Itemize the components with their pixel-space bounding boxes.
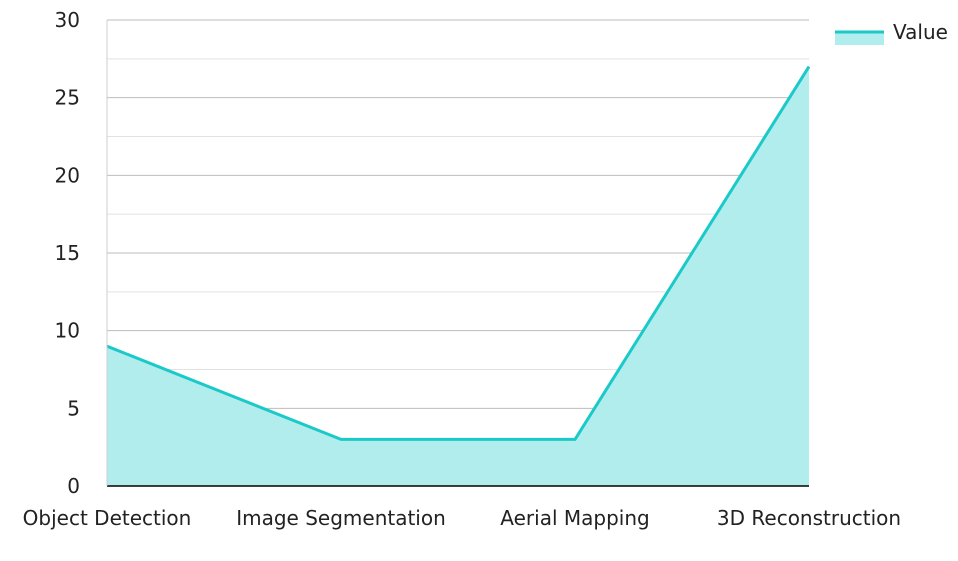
x-tick-label: Image Segmentation xyxy=(236,506,446,530)
y-tick-label: 20 xyxy=(55,163,80,187)
legend: Value xyxy=(835,20,948,45)
axes xyxy=(106,20,809,487)
x-axis-ticks: Object Detection Image Segmentation Aerial… xyxy=(23,506,901,530)
y-tick-label: 30 xyxy=(55,8,80,32)
y-tick-label: 25 xyxy=(55,86,80,110)
x-tick-label: Object Detection xyxy=(23,506,192,530)
y-tick-label: 5 xyxy=(67,396,80,420)
x-tick-label: Aerial Mapping xyxy=(500,506,649,530)
x-tick-label: 3D Reconstruction xyxy=(717,506,901,530)
y-tick-label: 0 xyxy=(67,474,80,498)
y-tick-label: 10 xyxy=(55,319,80,343)
y-axis-ticks: 0 5 10 15 20 25 30 xyxy=(55,8,80,498)
series-line xyxy=(106,65,811,441)
area-layer xyxy=(106,65,811,486)
legend-swatch-fill xyxy=(835,31,884,45)
series-area xyxy=(107,66,809,486)
legend-label: Value xyxy=(893,20,948,44)
y-tick-label: 15 xyxy=(55,241,80,265)
